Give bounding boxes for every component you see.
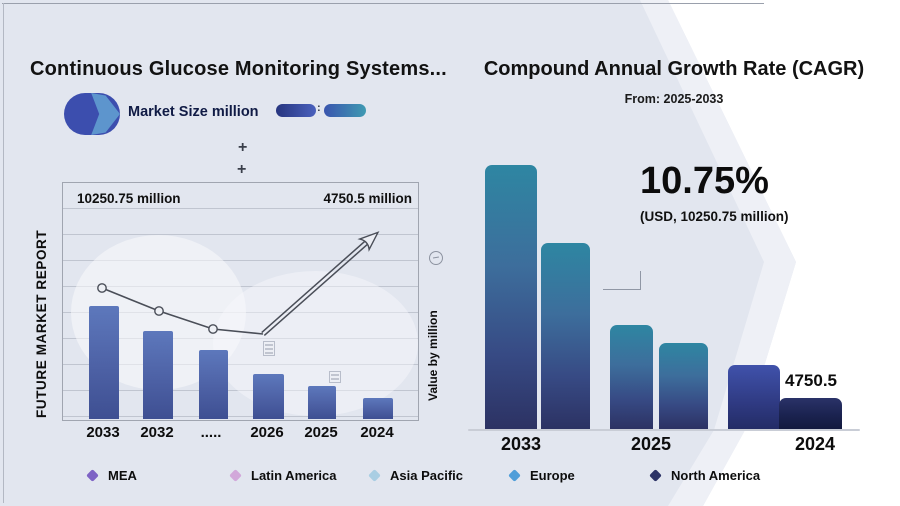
right-bar-2033-2 (541, 243, 590, 429)
left-x-label-2024: 2024 (360, 424, 394, 441)
right-bar-2024-2 (779, 398, 842, 429)
left-bar-2024 (363, 398, 393, 419)
right-x-label-2024: 2024 (794, 434, 836, 454)
left-bar-2033 (89, 306, 119, 419)
left-x-label-2033: 2033 (86, 424, 120, 441)
left-bar-2025 (308, 386, 336, 419)
legend-diamond-icon (508, 468, 521, 482)
left-chart-plot-area: 10250.75 million 4750.5 million (62, 182, 419, 421)
legend-item-asia-pacific: Asia Pacific (368, 466, 463, 484)
corner-bracket-decoration (603, 271, 641, 290)
right-chart-axis-line (468, 429, 860, 431)
ghost-document-icon (329, 371, 341, 383)
trend-line-arrow (97, 231, 380, 337)
left-bar-2026 (253, 374, 284, 419)
start-value-annotation: 10250.75 million (77, 191, 181, 206)
pill-colon-separator: : (317, 102, 321, 114)
right-bar-2025-1 (610, 325, 653, 429)
minus-circle-icon (429, 251, 443, 265)
right-bar-2033-1 (485, 165, 537, 429)
plus-mark-icon: + (238, 139, 248, 156)
legend-label: Asia Pacific (390, 467, 463, 483)
right-bar-2024-1 (728, 365, 780, 429)
future-market-report-watermark: FUTURE MARKET REPORT (34, 229, 49, 419)
legend-diamond-icon (229, 468, 242, 482)
legend-item-north-america: North America (649, 466, 761, 484)
right-x-label-2025: 2025 (630, 434, 672, 454)
right-x-label-2033: 2033 (500, 434, 542, 454)
ghost-document-icon (263, 341, 275, 356)
left-chart-title: Continuous Glucose Monitoring Systems... (30, 58, 447, 80)
right-chart-value-annotation: 4750.5 (785, 371, 837, 390)
left-x-label-2026: 2026 (250, 424, 284, 441)
frame-top-border (2, 3, 764, 4)
end-value-annotation: 4750.5 million (323, 191, 412, 206)
legend-label: North America (671, 467, 761, 483)
legend-diamond-icon (368, 468, 381, 482)
left-x-label-2025: 2025 (304, 424, 338, 441)
legend-label: Latin America (251, 467, 337, 483)
left-bar-..... (199, 350, 228, 419)
legend-label: Europe (530, 467, 575, 483)
left-x-label-2032: 2032 (140, 424, 174, 441)
legend-item-mea: MEA (86, 466, 137, 484)
legend-label: MEA (108, 467, 137, 483)
legend-item-europe: Europe (508, 466, 575, 484)
frame-left-border (3, 3, 4, 503)
legend-diamond-icon (86, 468, 99, 482)
right-bar-2025-2 (659, 343, 708, 429)
right-chart-subtitle: From: 2025-2033 (624, 92, 724, 106)
cagr-percentage-value: 10.75% (640, 160, 769, 202)
gradient-pill-icon-left (276, 104, 316, 117)
cylinder-database-icon (64, 93, 120, 135)
plus-mark-icon: + (237, 161, 247, 178)
legend-diamond-icon (649, 468, 662, 482)
value-by-million-axis-label: Value by million (426, 310, 440, 402)
left-chart-x-axis-labels: 2033 2032..... 2026 2025 2024 (62, 424, 419, 444)
gradient-pill-icon-right (324, 104, 366, 117)
legend-item-latin-america: Latin America (229, 466, 337, 484)
left-x-label-.....: ..... (200, 424, 222, 441)
right-chart-title: Compound Annual Growth Rate (CAGR) (483, 58, 865, 80)
cagr-usd-detail: (USD, 10250.75 million) (640, 209, 789, 224)
left-bar-2032 (143, 331, 173, 419)
market-size-label: Market Size million (128, 104, 259, 120)
